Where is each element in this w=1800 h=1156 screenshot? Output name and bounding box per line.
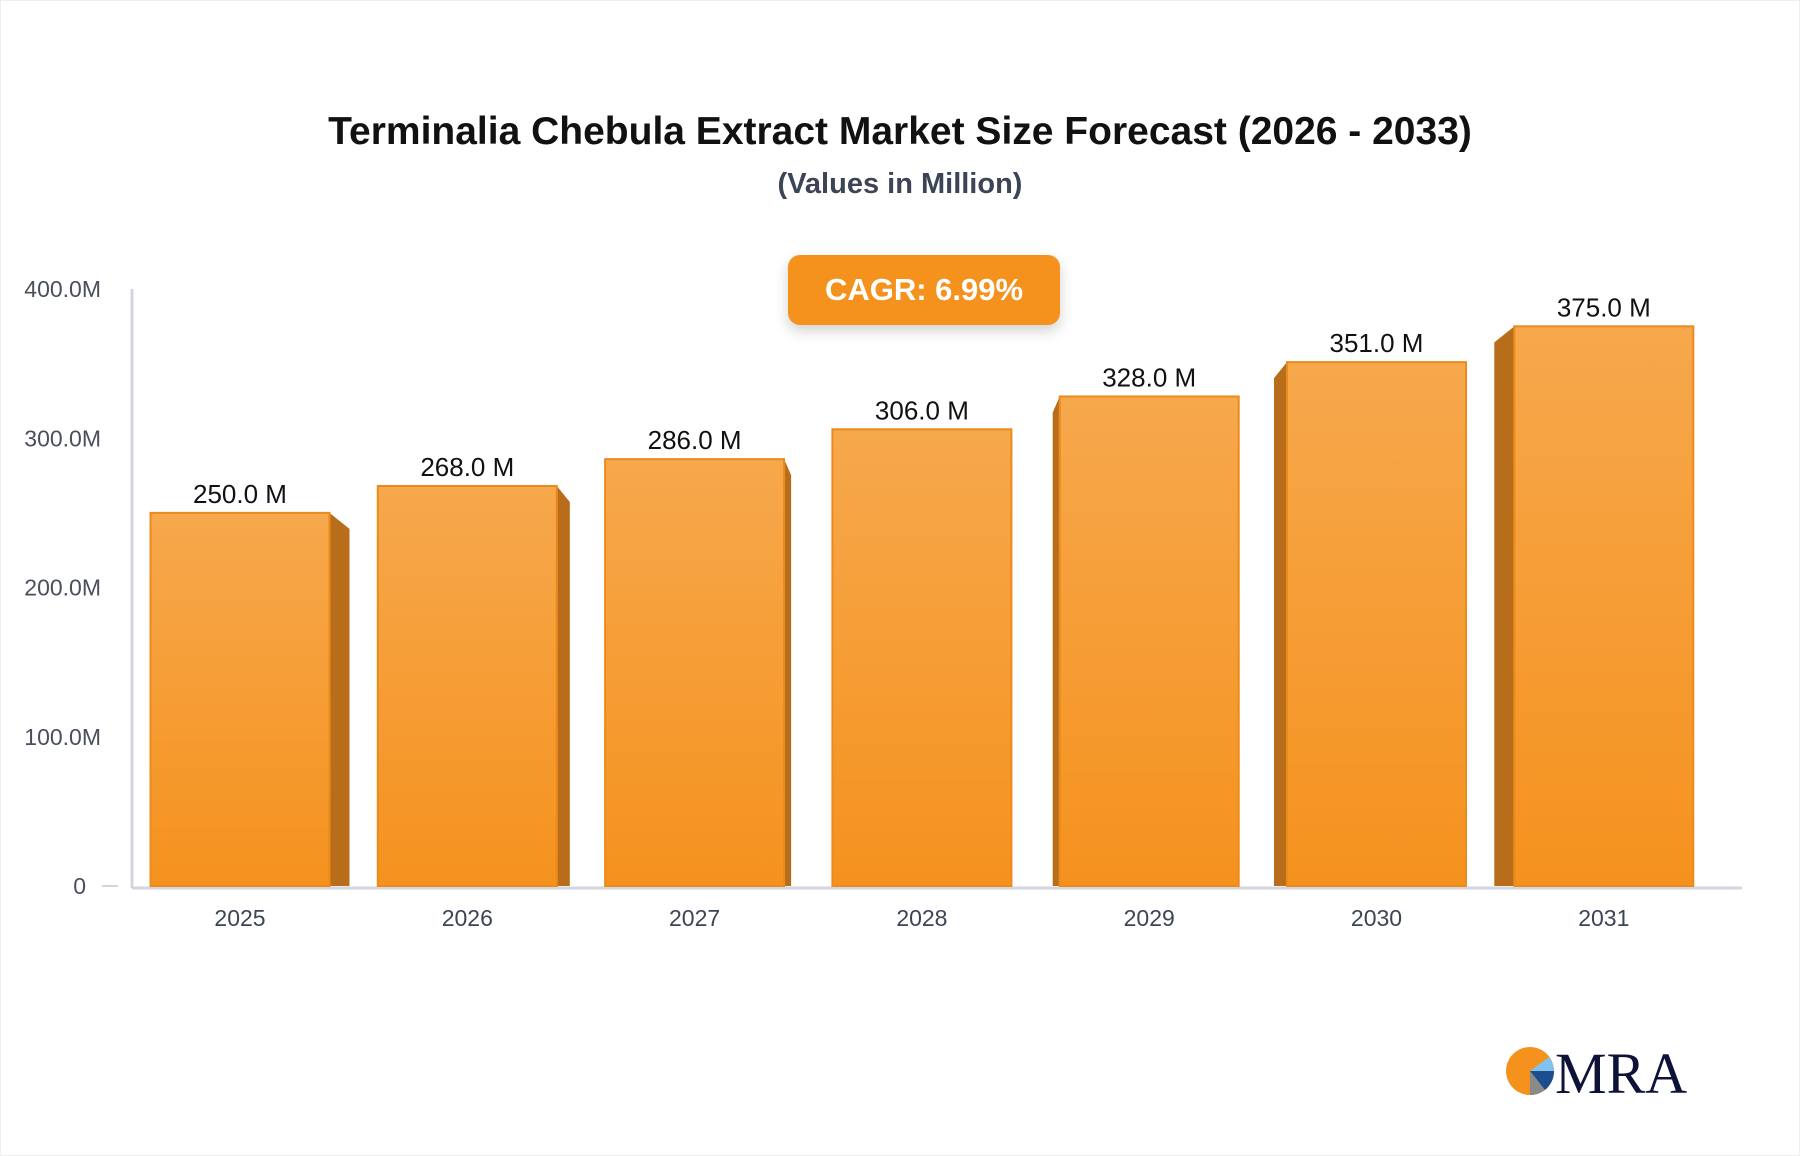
mra-logo: MRA: [1505, 1040, 1705, 1100]
y-tick-label: 100.0M: [24, 724, 101, 750]
bar: [831, 428, 1013, 887]
bar-side: [784, 459, 792, 886]
data-label: 306.0 M: [875, 395, 969, 425]
bar: [1058, 395, 1240, 887]
bar: [1286, 361, 1467, 887]
y-tick-label: 300.0M: [24, 425, 101, 451]
svg-text:MRA: MRA: [1555, 1041, 1687, 1100]
x-tick-label: 2026: [442, 905, 493, 931]
y-tick-label: 400.0M: [24, 276, 101, 302]
bar-side: [1274, 362, 1287, 886]
bar-side: [556, 486, 570, 886]
x-tick-label: 2025: [214, 905, 265, 931]
bar-group: 286.0 M 2027: [604, 425, 792, 931]
data-label: 250.0 M: [193, 479, 287, 509]
x-tick-label: 2030: [1351, 905, 1402, 931]
bar-group: 375.0 M 2031: [1494, 292, 1695, 931]
chart-subtitle: (Values in Million): [777, 168, 1023, 200]
data-label: 351.0 M: [1330, 328, 1424, 358]
bar-group: 328.0 M 2029: [1052, 362, 1240, 931]
bar-group: 306.0 M 2028: [831, 395, 1013, 931]
bar-side: [1494, 326, 1515, 886]
x-tick-label: 2029: [1124, 905, 1175, 931]
bar: [376, 485, 558, 887]
y-tick-label: 200.0M: [24, 575, 101, 601]
bar-group: 250.0 M 2025: [149, 479, 350, 931]
logo-pie-icon: MRA: [1506, 1041, 1687, 1100]
bar-side: [1052, 396, 1060, 886]
x-tick-label: 2027: [669, 905, 720, 931]
bar: [1513, 325, 1695, 887]
cagr-badge: CAGR: 6.99%: [788, 255, 1060, 325]
bar-side: [329, 512, 350, 886]
y-tick-label: 0: [73, 873, 86, 899]
chart-title: Terminalia Chebula Extract Market Size F…: [328, 110, 1472, 153]
data-label: 328.0 M: [1102, 362, 1196, 392]
x-tick-label: 2028: [896, 905, 947, 931]
bar: [604, 458, 786, 887]
data-label: 286.0 M: [648, 425, 742, 455]
bar-group: 351.0 M 2030: [1274, 328, 1467, 931]
bar-group: 268.0 M 2026: [376, 452, 570, 931]
data-label: 268.0 M: [420, 452, 514, 482]
x-tick-label: 2031: [1578, 905, 1629, 931]
data-label: 375.0 M: [1557, 292, 1651, 322]
bar: [149, 511, 331, 887]
